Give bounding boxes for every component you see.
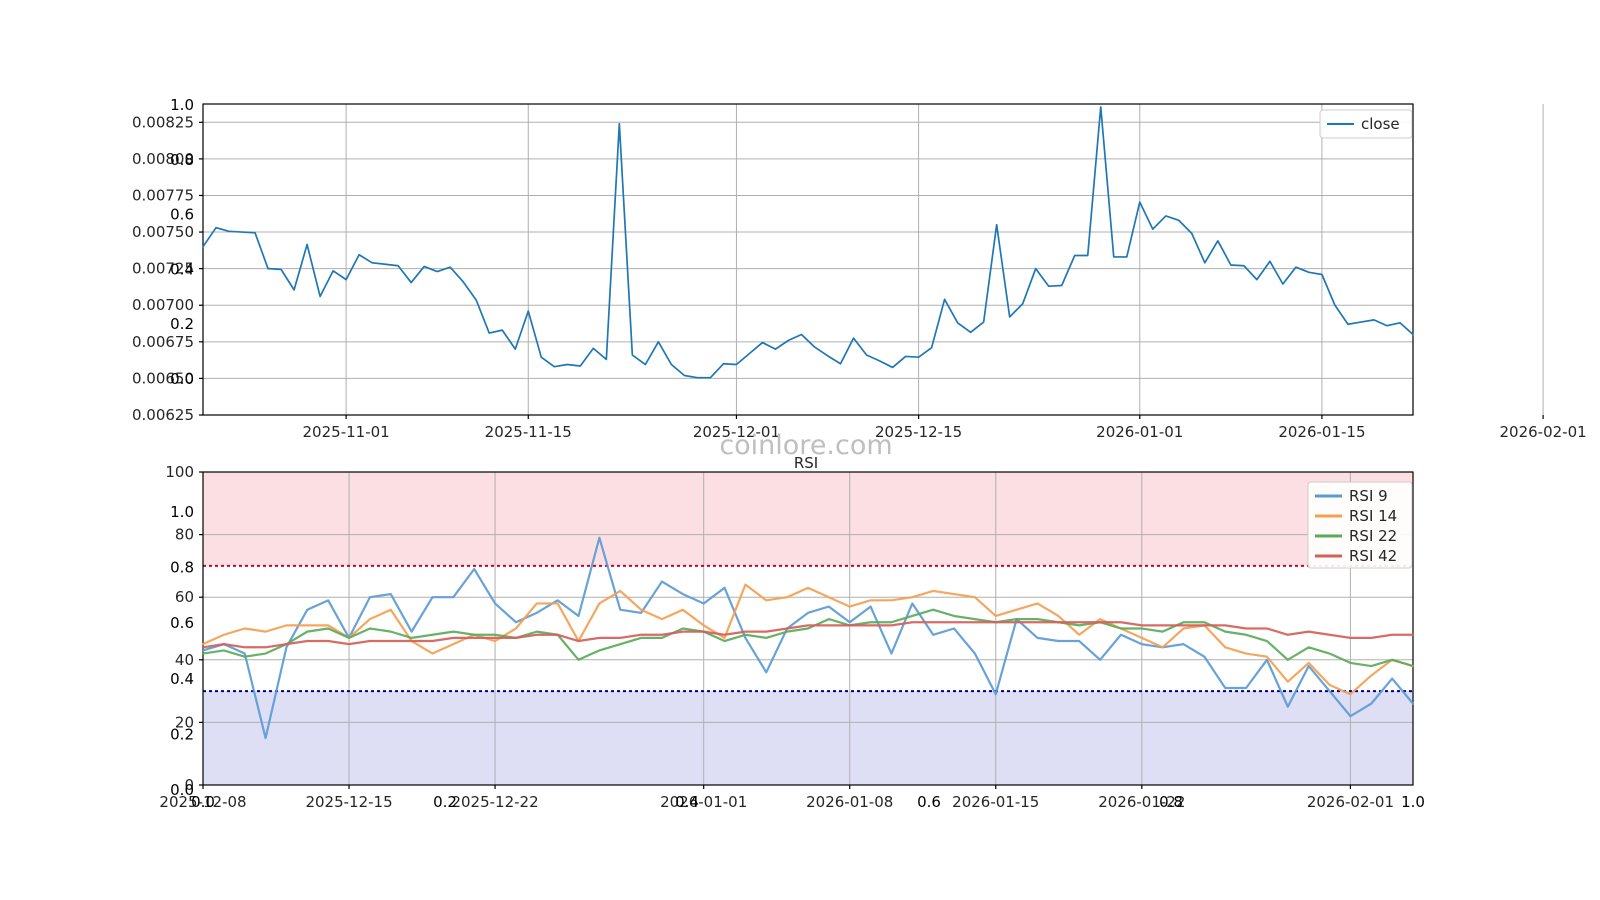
rsi-legend-label: RSI 42: [1349, 547, 1397, 565]
rsi-legend-label: RSI 22: [1349, 527, 1397, 545]
price-x-tick-label: 2026-02-01: [1500, 423, 1587, 441]
rsi-band: [203, 691, 1413, 785]
rsi-overlay-x-tick-label: 0.2: [433, 793, 457, 811]
rsi-overlay-y-tick-label: 0.0: [170, 781, 194, 799]
rsi-threshold-bands: [203, 472, 1413, 785]
rsi-y-tick-label: 100: [165, 463, 194, 481]
rsi-series-RSI-14: [201, 583, 1415, 696]
rsi-y-tick-label: 0: [184, 776, 194, 794]
rsi-overlay-x-tick-label: 0.8: [1159, 793, 1183, 811]
price-legend[interactable]: close: [1319, 109, 1413, 139]
price-axes-frame: [202, 103, 1414, 416]
rsi-y-tick-label: 60: [175, 588, 194, 606]
price-x-tick-marks: [345, 415, 1544, 419]
price-series-lines: [202, 106, 1414, 379]
rsi-x-tick-label: 2026-01-08: [806, 793, 893, 811]
price-overlay-y-tick-label: 0.2: [170, 315, 194, 333]
price-y-tick-label: 0.00775: [132, 186, 194, 204]
rsi-band: [203, 472, 1413, 566]
rsi-y-tick-label: 20: [175, 713, 194, 731]
price-y-tick-label: 0.00700: [132, 296, 194, 314]
price-overlay-y-tick-label: 1.0: [170, 96, 194, 114]
rsi-x-tick-label: 2025-12-08: [159, 793, 246, 811]
price-x-tick-label: 2026-01-15: [1278, 423, 1365, 441]
rsi-legend-box[interactable]: [1307, 481, 1413, 569]
price-overlay-y-tick-label: 0.6: [170, 206, 194, 224]
rsi-overlay-y-tick-label: 1.0: [170, 503, 194, 521]
rsi-series-RSI-9: [201, 536, 1415, 740]
price-y-tick-label: 0.00675: [132, 333, 194, 351]
rsi-overlay-x-tick-label: 0.4: [675, 793, 699, 811]
rsi-x-tick-label: 2026-02-01: [1307, 793, 1394, 811]
price-x-tick-label: 2025-11-01: [303, 423, 390, 441]
price-y-tick-label: 0.00825: [132, 113, 194, 131]
rsi-legend[interactable]: RSI 9 RSI 14 RSI 22 RSI 42: [1307, 481, 1413, 569]
price-series-close: [202, 106, 1414, 379]
price-legend-label: close: [1361, 115, 1400, 133]
rsi-panel-title: RSI: [794, 454, 818, 472]
rsi-threshold-lines: [203, 564, 1413, 693]
price-x-tick-labels: 2025-11-01 2025-11-15 2025-12-01 2025-12-15…: [303, 423, 1587, 441]
rsi-overlay-y-tick-label: 0.4: [170, 670, 194, 688]
price-y-tick-label: 0.00725: [132, 260, 194, 278]
rsi-y-tick-label: 80: [175, 526, 194, 544]
price-y-tick-marks: [199, 121, 203, 416]
rsi-overlay-x-tick-label: 0.6: [917, 793, 941, 811]
rsi-y-tick-marks: [199, 471, 203, 786]
rsi-x-tick-label: 2026-01-22: [1098, 793, 1185, 811]
rsi-y-tick-labels: 0 20 40 60 80 100: [165, 463, 194, 794]
price-y-tick-label: 0.00800: [132, 150, 194, 168]
price-x-tick-label: 2025-11-15: [485, 423, 572, 441]
rsi-overlay-x-tick-label: 0.0: [191, 793, 215, 811]
rsi-x-tick-label: 2025-12-22: [451, 793, 538, 811]
price-y-tick-label: 0.00650: [132, 369, 194, 387]
rsi-y-tick-label: 40: [175, 651, 194, 669]
rsi-x-tick-marks: [202, 785, 1352, 789]
rsi-series-lines: [201, 536, 1415, 740]
price-x-tick-label: 2026-01-01: [1096, 423, 1183, 441]
watermark-text: coinlore.com: [719, 430, 892, 461]
price-overlay-y-tick-label: 0.0: [170, 370, 194, 388]
rsi-overlay-x-tick-labels: 0.0 0.2 0.4 0.6 0.8 1.0: [191, 793, 1425, 811]
rsi-overlay-y-tick-label: 0.6: [170, 614, 194, 632]
rsi-overlay-y-tick-labels: 0.0 0.2 0.4 0.6 0.8 1.0: [170, 503, 194, 799]
rsi-overlay-y-tick-label: 0.8: [170, 559, 194, 577]
price-y-tick-labels: 0.00625 0.00650 0.00675 0.00700 0.00725 0.007…: [132, 113, 194, 424]
price-overlay-y-tick-label: 0.8: [170, 151, 194, 169]
rsi-legend-label: RSI 9: [1349, 487, 1388, 505]
price-x-tick-label: 2025-12-01: [693, 423, 780, 441]
price-chart-panel: 0.00625 0.00650 0.00675 0.00700 0.00725 0.007…: [132, 96, 1587, 441]
rsi-overlay-x-tick-label: 1.0: [1401, 793, 1425, 811]
price-overlay-y-tick-labels: 0.0 0.2 0.4 0.6 0.8 1.0: [170, 96, 194, 388]
rsi-legend-label: RSI 14: [1349, 507, 1397, 525]
price-y-tick-label: 0.00625: [132, 406, 194, 424]
price-x-tick-label: 2025-12-15: [875, 423, 962, 441]
price-overlay-y-tick-label: 0.4: [170, 260, 194, 278]
rsi-axes-frame: [202, 471, 1414, 786]
rsi-x-tick-labels: 2025-12-08 2025-12-15 2025-12-22 2026-01-01…: [159, 793, 1394, 811]
rsi-x-tick-label: 2026-01-01: [660, 793, 747, 811]
rsi-overlay-y-tick-label: 0.2: [170, 725, 194, 743]
price-y-tick-label: 0.00750: [132, 223, 194, 241]
rsi-x-tick-label: 2025-12-15: [305, 793, 392, 811]
price-legend-box[interactable]: [1319, 109, 1413, 139]
rsi-x-tick-label: 2026-01-15: [952, 793, 1039, 811]
rsi-series-RSI-42: [201, 621, 1415, 649]
